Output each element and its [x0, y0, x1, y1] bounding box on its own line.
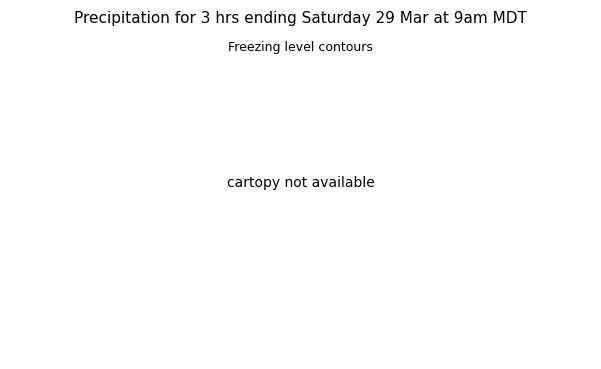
Text: Freezing level contours: Freezing level contours [228, 41, 373, 54]
Text: cartopy not available: cartopy not available [227, 176, 374, 190]
Text: Precipitation for 3 hrs ending Saturday 29 Mar at 9am MDT: Precipitation for 3 hrs ending Saturday … [74, 11, 527, 26]
